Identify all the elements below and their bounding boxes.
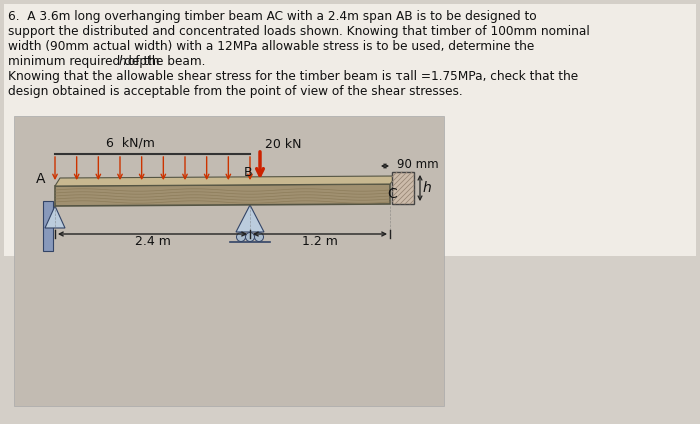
Text: Knowing that the allowable shear stress for the timber beam is τall =1.75MPa, ch: Knowing that the allowable shear stress … — [8, 70, 578, 83]
Text: width (90mm actual width) with a 12MPa allowable stress is to be used, determine: width (90mm actual width) with a 12MPa a… — [8, 40, 534, 53]
FancyBboxPatch shape — [14, 116, 444, 406]
Circle shape — [237, 232, 246, 242]
Text: 6.  A 3.6m long overhanging timber beam AC with a 2.4m span AB is to be designed: 6. A 3.6m long overhanging timber beam A… — [8, 10, 537, 23]
Bar — [43, 201, 53, 251]
Text: h: h — [423, 181, 432, 195]
Polygon shape — [55, 184, 390, 206]
Text: support the distributed and concentrated loads shown. Knowing that timber of 100: support the distributed and concentrated… — [8, 25, 589, 38]
Circle shape — [246, 232, 255, 242]
Text: 90 mm: 90 mm — [397, 159, 439, 171]
Text: of the beam.: of the beam. — [125, 55, 206, 68]
Bar — [392, 172, 414, 204]
Circle shape — [255, 232, 263, 242]
Text: B: B — [244, 166, 252, 179]
Text: 20 kN: 20 kN — [265, 138, 302, 151]
Polygon shape — [45, 206, 65, 228]
Text: 1.2 m: 1.2 m — [302, 235, 338, 248]
Text: 2.4 m: 2.4 m — [134, 235, 170, 248]
Text: A: A — [36, 172, 45, 186]
Text: minimum required depth: minimum required depth — [8, 55, 163, 68]
Text: C: C — [387, 187, 397, 201]
Polygon shape — [236, 205, 264, 232]
Text: design obtained is acceptable from the point of view of the shear stresses.: design obtained is acceptable from the p… — [8, 85, 463, 98]
FancyBboxPatch shape — [4, 4, 696, 256]
Polygon shape — [55, 176, 397, 186]
Text: 6  kN/m: 6 kN/m — [106, 136, 155, 149]
Text: h: h — [119, 55, 127, 68]
